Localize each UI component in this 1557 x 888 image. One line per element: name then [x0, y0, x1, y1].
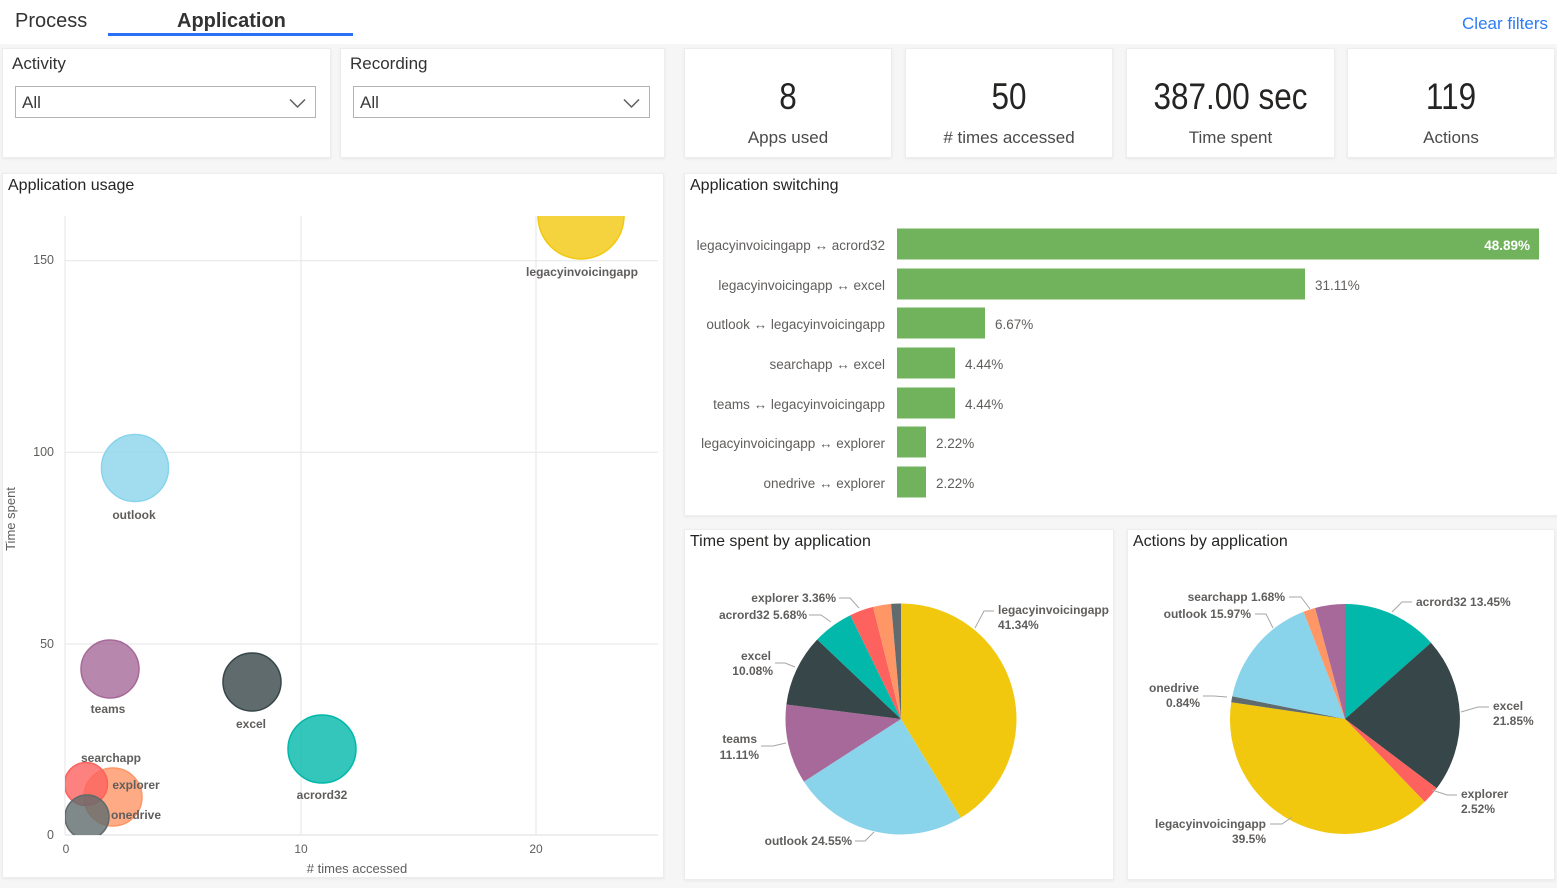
svg-text:Time spent: Time spent	[3, 487, 18, 551]
svg-text:excel: excel	[236, 717, 266, 731]
svg-text:outlook: outlook	[112, 508, 156, 522]
svg-text:39.5%: 39.5%	[1232, 832, 1266, 846]
svg-text:legacyinvoicingapp: legacyinvoicingapp	[526, 265, 638, 279]
svg-text:150: 150	[33, 253, 54, 267]
svg-text:acrord32 13.45%: acrord32 13.45%	[1416, 595, 1511, 609]
svg-text:2.22%: 2.22%	[936, 436, 974, 451]
svg-text:searchapp ↔ excel: searchapp ↔ excel	[769, 357, 885, 372]
svg-text:outlook 24.55%: outlook 24.55%	[765, 834, 853, 848]
svg-text:# times accessed: # times accessed	[307, 861, 407, 876]
svg-text:acrord32 5.68%: acrord32 5.68%	[719, 608, 807, 622]
svg-text:48.89%: 48.89%	[1484, 238, 1530, 253]
svg-text:onedrive ↔ explorer: onedrive ↔ explorer	[763, 476, 885, 491]
svg-text:4.44%: 4.44%	[965, 357, 1003, 372]
svg-text:31.11%: 31.11%	[1315, 278, 1360, 293]
svg-text:searchapp 1.68%: searchapp 1.68%	[1188, 590, 1286, 604]
svg-text:20: 20	[529, 842, 543, 856]
svg-text:outlook 15.97%: outlook 15.97%	[1164, 607, 1252, 621]
svg-text:explorer 3.36%: explorer 3.36%	[751, 591, 836, 605]
svg-text:11.11%: 11.11%	[720, 748, 760, 762]
svg-text:legacyinvoicingapp ↔ acrord32: legacyinvoicingapp ↔ acrord32	[697, 238, 885, 253]
svg-text:4.44%: 4.44%	[965, 397, 1003, 412]
svg-text:100: 100	[33, 445, 54, 459]
svg-text:teams: teams	[91, 702, 126, 716]
svg-text:2.22%: 2.22%	[936, 476, 974, 491]
svg-text:0.84%: 0.84%	[1166, 696, 1200, 710]
svg-text:onedrive: onedrive	[1149, 681, 1199, 695]
svg-text:explorer: explorer	[1461, 787, 1509, 801]
svg-text:6.67%: 6.67%	[995, 317, 1033, 332]
svg-text:searchapp: searchapp	[81, 751, 141, 765]
svg-text:outlook ↔ legacyinvoicingapp: outlook ↔ legacyinvoicingapp	[706, 317, 885, 332]
svg-text:explorer: explorer	[112, 778, 160, 792]
svg-text:2.52%: 2.52%	[1461, 802, 1495, 816]
svg-text:legacyinvoicingapp: legacyinvoicingapp	[1155, 817, 1266, 831]
svg-text:teams ↔ legacyinvoicingapp: teams ↔ legacyinvoicingapp	[713, 397, 885, 412]
svg-text:legacyinvoicingapp: legacyinvoicingapp	[998, 603, 1109, 617]
svg-text:onedrive: onedrive	[111, 808, 161, 822]
svg-text:50: 50	[40, 637, 54, 651]
svg-text:legacyinvoicingapp ↔ excel: legacyinvoicingapp ↔ excel	[718, 278, 885, 293]
svg-text:41.34%: 41.34%	[998, 618, 1039, 632]
svg-text:excel: excel	[741, 649, 771, 663]
svg-text:0: 0	[47, 828, 54, 842]
svg-text:excel: excel	[1493, 699, 1523, 713]
svg-text:10.08%: 10.08%	[732, 664, 773, 678]
svg-text:10: 10	[294, 842, 308, 856]
svg-text:acrord32: acrord32	[297, 788, 348, 802]
svg-text:0: 0	[63, 842, 70, 856]
svg-text:teams: teams	[722, 732, 757, 746]
svg-text:legacyinvoicingapp ↔ explorer: legacyinvoicingapp ↔ explorer	[701, 436, 885, 451]
svg-text:21.85%: 21.85%	[1493, 714, 1534, 728]
